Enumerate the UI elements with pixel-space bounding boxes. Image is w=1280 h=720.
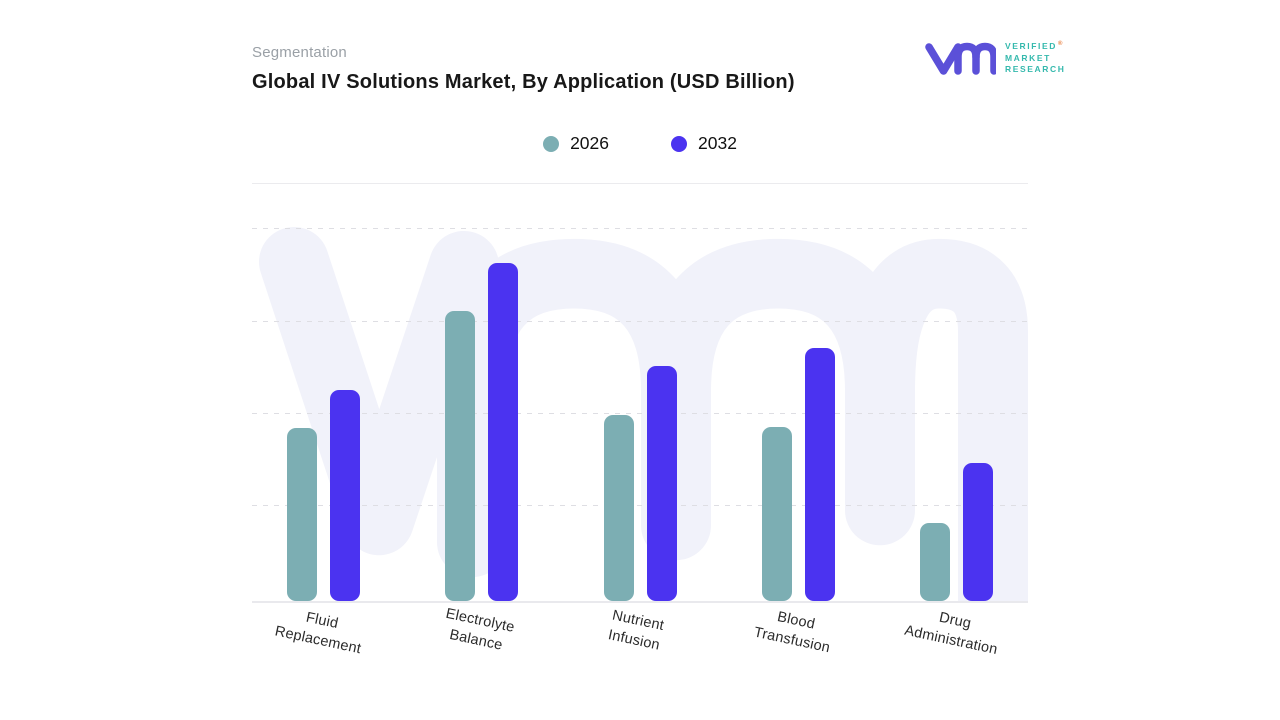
bar-2032-blood-transfusion [804, 348, 835, 601]
legend-separator-line [252, 183, 1028, 184]
bar-group-electrolyte-balance [445, 222, 519, 601]
x-label-electrolyte-balance: Electrolyte Balance [444, 605, 516, 654]
x-axis-labels: Fluid Replacement Electrolyte Balance Nutrie… [252, 606, 1028, 702]
bar-2026-fluid-replacement [287, 427, 317, 601]
gridline-2 [252, 320, 1028, 322]
bar-group-fluid-replacement [287, 222, 360, 601]
legend-item-2032: 2032 [671, 133, 737, 154]
brand-word-verified: VERIFIED [1005, 41, 1058, 52]
bar-group-drug-administration [920, 222, 993, 601]
bar-2032-drug-administration [963, 462, 993, 601]
gridline-4 [252, 505, 1028, 507]
vmr-watermark-icon [259, 226, 1028, 601]
bar-groups [252, 222, 1028, 601]
brand-word-market: MARKET [1005, 52, 1051, 63]
x-label-fluid-replacement: Fluid Replacement [273, 609, 363, 657]
page-title: Global IV Solutions Market, By Applicati… [252, 71, 795, 93]
bar-2026-electrolyte-balance [445, 311, 476, 601]
bar-2032-fluid-replacement [330, 390, 360, 601]
x-label-blood-transfusion: Blood Transfusion [752, 609, 832, 656]
bar-2026-drug-administration [920, 522, 950, 601]
gridline-1 [252, 228, 1028, 230]
bar-2026-nutrient-infusion [603, 414, 634, 601]
eyebrow-label: Segmentation [252, 44, 347, 61]
bar-2032-nutrient-infusion [646, 366, 677, 601]
bar-2032-electrolyte-balance [488, 262, 519, 601]
legend-item-2026: 2026 [543, 133, 609, 154]
registered-mark: ® [1058, 41, 1065, 48]
bar-2026-blood-transfusion [761, 427, 792, 601]
x-label-nutrient-infusion: Nutrient Infusion [606, 607, 666, 654]
bar-group-nutrient-infusion [603, 222, 677, 601]
legend-label-2032: 2032 [698, 133, 737, 153]
legend-dot-2032 [671, 135, 687, 152]
vmr-logo-text: VERIFIED® MARKET RESEARCH [1005, 40, 1066, 75]
vmr-monogram-icon [925, 42, 996, 75]
brand-word-research: RESEARCH [1005, 64, 1066, 75]
plot-area [252, 222, 1028, 603]
bar-group-blood-transfusion [761, 222, 835, 601]
header: Segmentation Global IV Solutions Market,… [252, 44, 795, 94]
legend-label-2026: 2026 [570, 133, 609, 153]
gridline-3 [252, 413, 1028, 415]
vmr-logo: VERIFIED® MARKET RESEARCH [924, 36, 1066, 80]
x-label-drug-administration: Drug Administration [902, 609, 999, 658]
chart-legend: 2026 2032 [252, 133, 1028, 154]
legend-dot-2026 [543, 135, 560, 152]
